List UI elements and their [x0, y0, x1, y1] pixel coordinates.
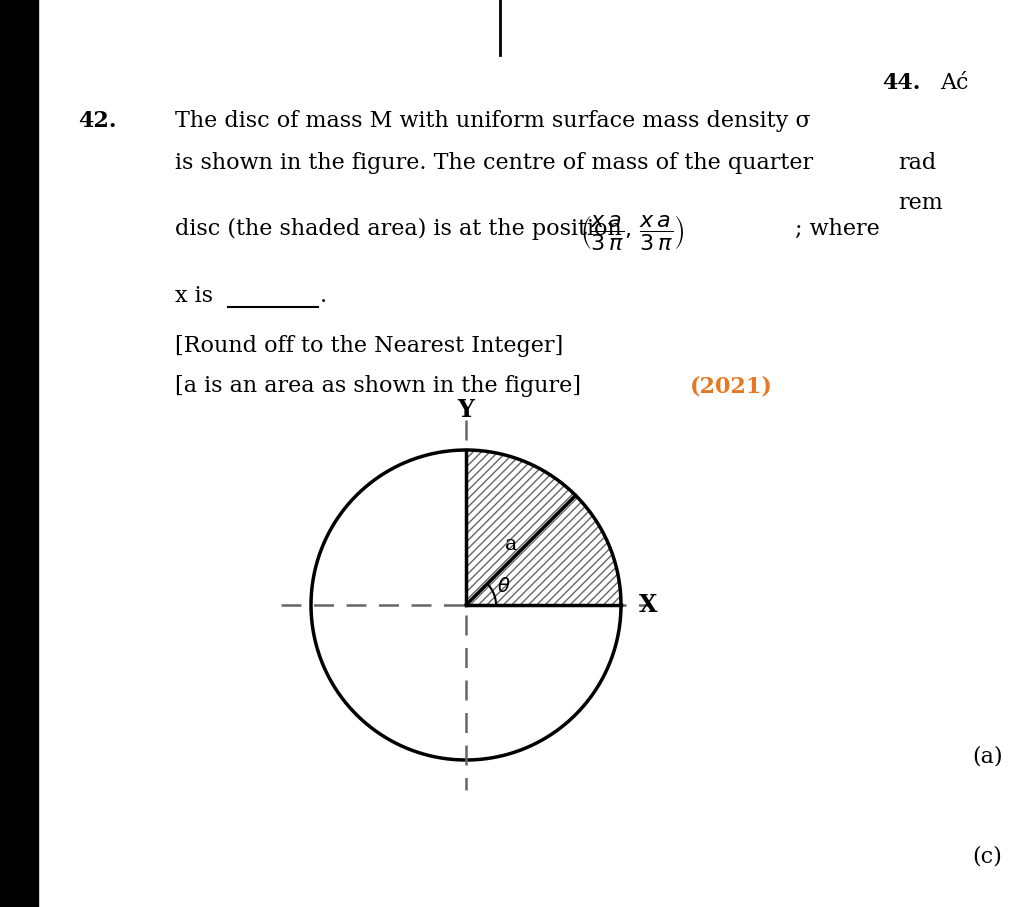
Text: .: . [319, 285, 327, 307]
Text: is shown in the figure. The centre of mass of the quarter: is shown in the figure. The centre of ma… [175, 152, 813, 174]
Text: (a): (a) [972, 745, 1002, 767]
Text: 44.: 44. [882, 72, 921, 94]
Text: ; where: ; where [795, 218, 880, 240]
Text: Y: Y [458, 398, 474, 422]
Text: a: a [505, 535, 517, 554]
Text: (c): (c) [972, 845, 1001, 867]
Text: (2021): (2021) [690, 375, 773, 397]
Text: x is: x is [175, 285, 213, 307]
Text: disc (the shaded area) is at the position: disc (the shaded area) is at the positio… [175, 218, 622, 240]
Text: Ać: Ać [940, 72, 969, 94]
Text: 42.: 42. [78, 110, 117, 132]
Text: [Round off to the Nearest Integer]: [Round off to the Nearest Integer] [175, 335, 563, 357]
Text: $\left(\dfrac{x\,a}{3\,\pi},\,\dfrac{x\,a}{3\,\pi}\right)$: $\left(\dfrac{x\,a}{3\,\pi},\,\dfrac{x\,… [580, 213, 685, 252]
Text: rem: rem [898, 192, 943, 214]
Text: $\theta$: $\theta$ [498, 578, 511, 597]
Text: The disc of mass M with uniform surface mass density σ: The disc of mass M with uniform surface … [175, 110, 811, 132]
Text: [a is an area as shown in the figure]: [a is an area as shown in the figure] [175, 375, 581, 397]
Text: rad: rad [898, 152, 936, 174]
Text: X: X [639, 593, 657, 617]
